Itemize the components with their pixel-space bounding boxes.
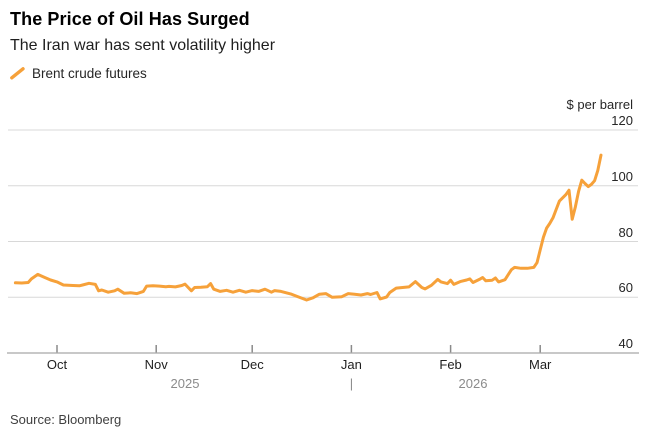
x-tick-label: Dec — [240, 357, 264, 372]
x-tick-label: Nov — [144, 357, 168, 372]
x-year-label: | — [349, 376, 354, 391]
brent-crude-price-line — [13, 153, 603, 302]
y-axis-unit-label: $ per barrel — [566, 97, 633, 112]
y-tick-label: 120 — [611, 113, 633, 128]
y-tick-label: 100 — [611, 168, 633, 184]
legend-line-swatch-icon — [10, 67, 25, 80]
y-tick-label: 60 — [618, 280, 633, 296]
source-credit: Source: Bloomberg — [10, 412, 122, 427]
legend-label: Brent crude futures — [32, 66, 147, 81]
x-tick-label: Mar — [528, 357, 552, 372]
y-tick-label: 40 — [618, 336, 633, 351]
y-tick-label: 80 — [618, 224, 633, 240]
chart-subtitle: The Iran war has sent volatility higher — [10, 37, 276, 54]
x-year-label: 2026 — [458, 376, 488, 391]
x-tick-label: Oct — [46, 357, 68, 372]
legend: Brent crude futures — [10, 66, 147, 81]
x-tick-label: Feb — [439, 357, 462, 372]
x-tick-label: Jan — [340, 357, 362, 372]
x-year-label: 2025 — [170, 376, 200, 391]
chart-title: The Price of Oil Has Surged — [10, 9, 250, 29]
